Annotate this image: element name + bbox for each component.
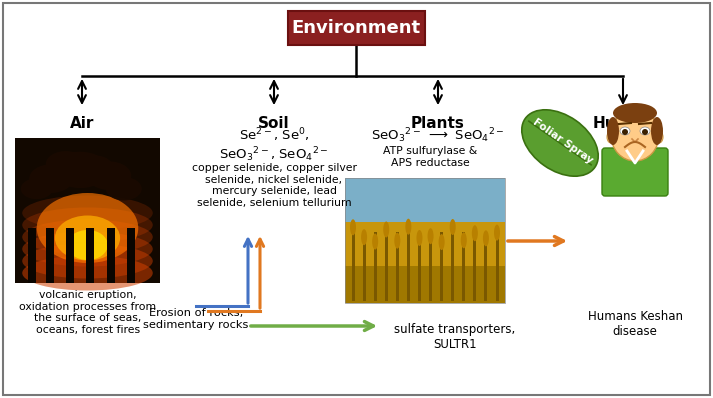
Ellipse shape xyxy=(461,225,467,241)
Text: SeO$_3$$^{2-}$, SeO$_4$$^{2-}$: SeO$_3$$^{2-}$, SeO$_4$$^{2-}$ xyxy=(219,145,329,164)
Ellipse shape xyxy=(613,103,657,123)
Ellipse shape xyxy=(640,127,650,135)
Ellipse shape xyxy=(620,127,630,135)
Text: Environment: Environment xyxy=(292,19,421,37)
Ellipse shape xyxy=(438,225,445,241)
Bar xyxy=(484,232,488,301)
Ellipse shape xyxy=(394,220,400,236)
Ellipse shape xyxy=(87,162,131,190)
Bar xyxy=(46,228,53,283)
Bar xyxy=(345,178,505,240)
Text: Foliar Spray: Foliar Spray xyxy=(531,117,595,166)
Text: Human: Human xyxy=(593,116,653,131)
Ellipse shape xyxy=(472,229,478,245)
Text: Plants: Plants xyxy=(411,116,465,131)
Bar xyxy=(418,232,421,301)
Ellipse shape xyxy=(22,256,153,291)
Text: Humans Keshan
disease: Humans Keshan disease xyxy=(588,310,682,338)
Ellipse shape xyxy=(651,117,663,145)
Ellipse shape xyxy=(611,109,659,161)
Bar xyxy=(451,232,454,301)
Text: Air: Air xyxy=(70,116,94,131)
Ellipse shape xyxy=(21,178,53,199)
Bar xyxy=(496,232,498,301)
Ellipse shape xyxy=(607,131,615,143)
Ellipse shape xyxy=(350,232,356,248)
Ellipse shape xyxy=(22,220,153,254)
Bar xyxy=(66,228,74,283)
Bar xyxy=(352,232,354,301)
Ellipse shape xyxy=(22,207,153,242)
Ellipse shape xyxy=(607,117,619,145)
Ellipse shape xyxy=(494,222,500,238)
Ellipse shape xyxy=(52,152,108,188)
Text: ATP sulfurylase &
APS reductase: ATP sulfurylase & APS reductase xyxy=(383,146,477,168)
Text: Se$^{2-}$, Se$^{0}$,: Se$^{2-}$, Se$^{0}$, xyxy=(239,126,309,144)
Ellipse shape xyxy=(614,111,656,139)
Ellipse shape xyxy=(406,224,411,240)
Ellipse shape xyxy=(77,155,113,179)
Bar xyxy=(86,228,94,283)
Text: Erosion of rocks,
sedimentary rocks: Erosion of rocks, sedimentary rocks xyxy=(143,308,249,330)
Bar xyxy=(107,228,115,283)
Ellipse shape xyxy=(383,227,389,243)
Ellipse shape xyxy=(37,193,138,263)
Text: SeO$_3$$^{2-}$ $\longrightarrow$ SeO$_4$$^{2-}$: SeO$_3$$^{2-}$ $\longrightarrow$ SeO$_4$… xyxy=(371,126,505,145)
Bar xyxy=(374,232,376,301)
Ellipse shape xyxy=(416,227,423,244)
Ellipse shape xyxy=(522,110,598,176)
Ellipse shape xyxy=(428,234,434,250)
Circle shape xyxy=(622,129,628,135)
Ellipse shape xyxy=(67,230,108,260)
Bar xyxy=(440,232,443,301)
Bar xyxy=(473,232,476,301)
Bar xyxy=(345,240,505,303)
Ellipse shape xyxy=(106,177,142,201)
Ellipse shape xyxy=(450,225,456,241)
Ellipse shape xyxy=(22,195,153,230)
Bar xyxy=(429,232,432,301)
Bar xyxy=(345,178,505,303)
Circle shape xyxy=(642,129,648,135)
Ellipse shape xyxy=(22,232,153,267)
Ellipse shape xyxy=(22,244,153,279)
Bar xyxy=(127,228,135,283)
Ellipse shape xyxy=(361,220,367,236)
Text: volcanic eruption,
oxidation processes from
the surface of seas,
oceans, forest : volcanic eruption, oxidation processes f… xyxy=(19,290,157,335)
Ellipse shape xyxy=(29,164,73,193)
Ellipse shape xyxy=(46,151,86,177)
Ellipse shape xyxy=(483,230,489,246)
Text: sulfate transporters,
SULTR1: sulfate transporters, SULTR1 xyxy=(394,323,515,351)
Ellipse shape xyxy=(655,131,663,143)
Text: Soil: Soil xyxy=(258,116,289,131)
Bar xyxy=(15,138,160,283)
Ellipse shape xyxy=(372,232,378,248)
Bar xyxy=(462,232,466,301)
Bar xyxy=(345,222,505,265)
Bar xyxy=(385,232,388,301)
Text: copper selenide, copper silver
selenide, nickel selenide,
mercury selenide, lead: copper selenide, copper silver selenide,… xyxy=(192,163,356,208)
FancyBboxPatch shape xyxy=(602,148,668,196)
Ellipse shape xyxy=(55,215,120,261)
FancyBboxPatch shape xyxy=(287,11,424,45)
Bar xyxy=(407,232,410,301)
Bar xyxy=(363,232,366,301)
Bar xyxy=(29,228,36,283)
Bar xyxy=(396,232,399,301)
